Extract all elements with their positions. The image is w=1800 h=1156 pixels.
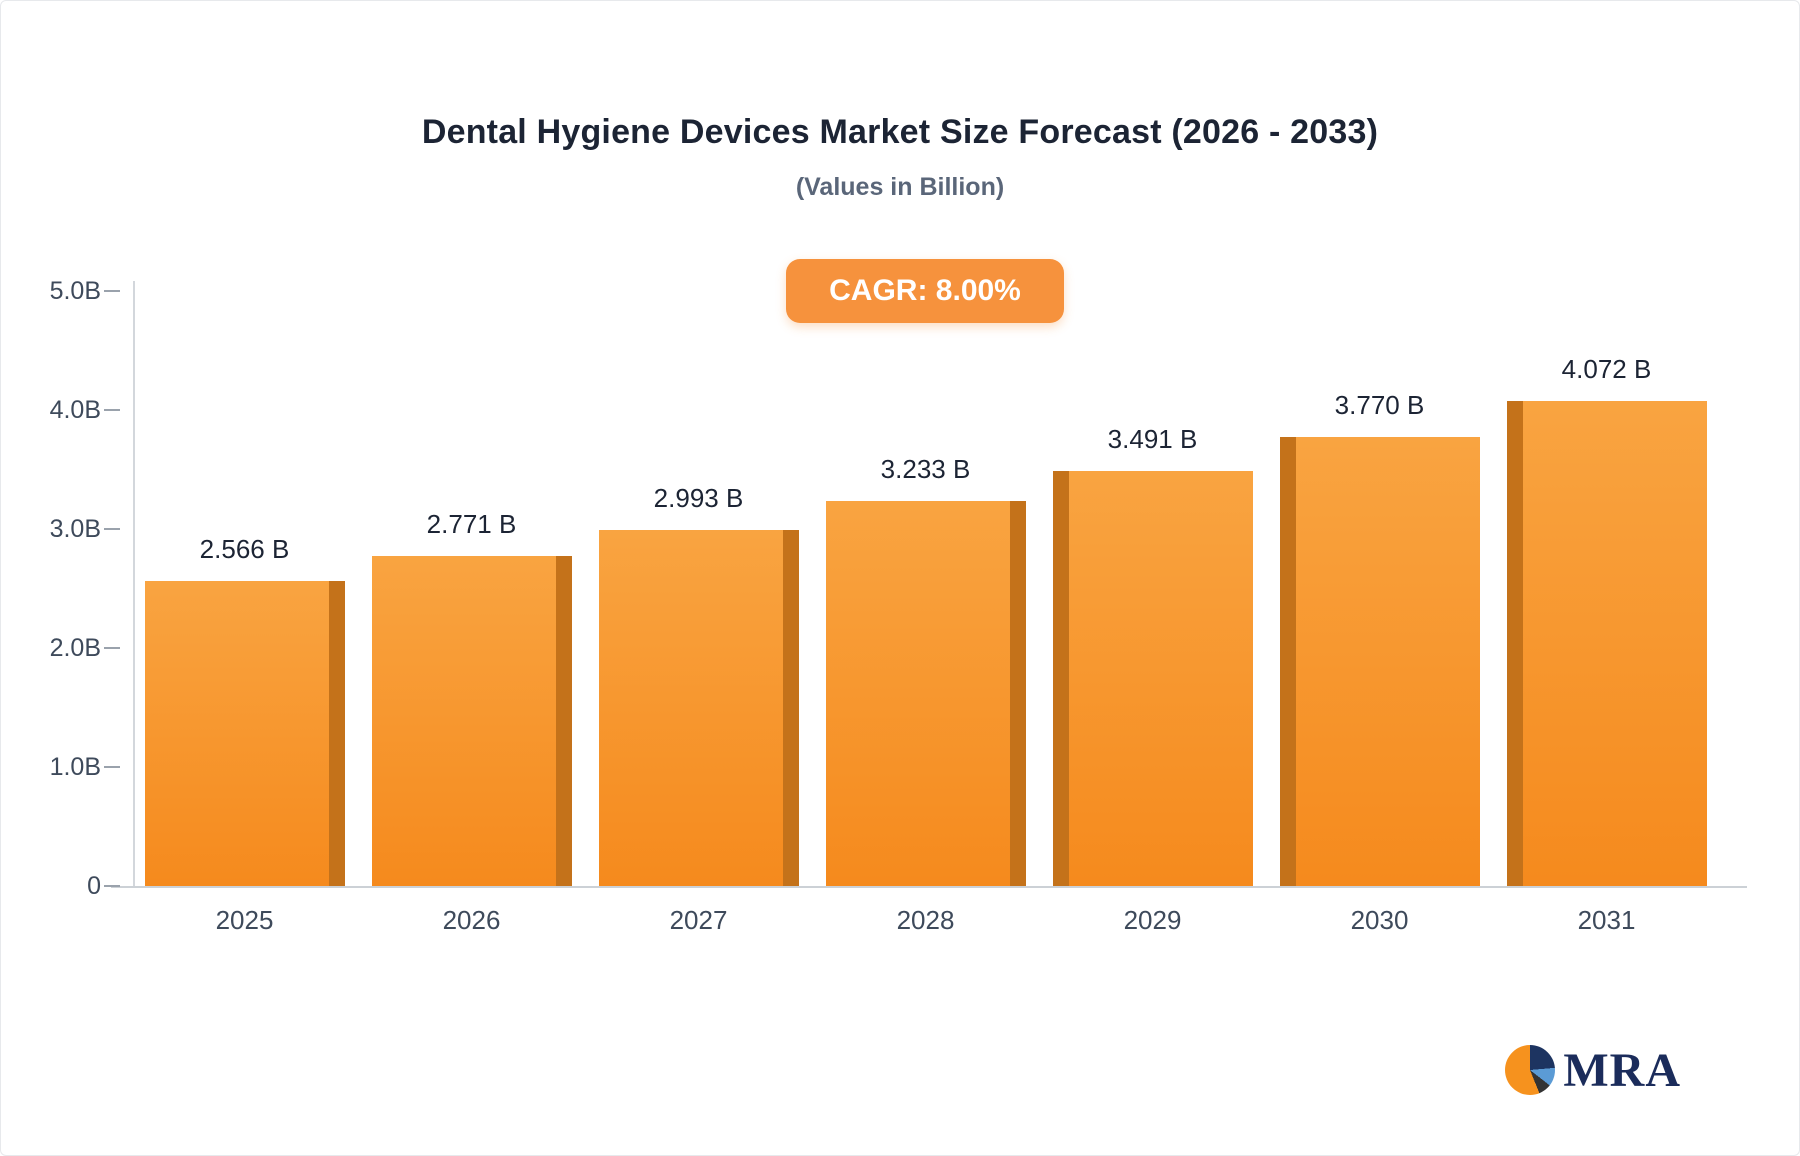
x-axis-label: 2025 bbox=[215, 905, 274, 935]
y-axis-label: 4.0B bbox=[49, 396, 101, 424]
bar-face bbox=[598, 529, 783, 886]
x-axis-label: 2029 bbox=[1123, 905, 1182, 935]
bar-3d-edge bbox=[782, 529, 799, 886]
mra-logo-icon bbox=[1505, 1045, 1556, 1095]
bar-value-label: 4.072 B bbox=[1561, 354, 1652, 385]
x-axis-label: 2031 bbox=[1577, 905, 1636, 935]
bar-face bbox=[144, 580, 329, 886]
bar-value-label: 2.993 B bbox=[653, 482, 744, 513]
x-axis-label: 2026 bbox=[442, 905, 501, 935]
bar-3d-edge bbox=[1009, 501, 1026, 886]
bar-2030 bbox=[1279, 437, 1480, 886]
y-axis-tick bbox=[104, 290, 120, 292]
y-axis-label: 0 bbox=[87, 872, 101, 900]
bar-2028 bbox=[825, 501, 1026, 886]
x-axis-line bbox=[111, 886, 1747, 888]
bar-3d-edge bbox=[1506, 401, 1523, 886]
bar-3d-edge bbox=[555, 556, 572, 886]
bar-value-label: 3.491 B bbox=[1107, 423, 1198, 454]
bar-face bbox=[1295, 437, 1480, 886]
x-axis-label: 2027 bbox=[669, 905, 728, 935]
bar-2026 bbox=[371, 556, 572, 886]
bar-value-label: 3.233 B bbox=[880, 454, 971, 485]
y-axis-label: 1.0B bbox=[49, 753, 101, 781]
brand-logo: MRA bbox=[1505, 1043, 1681, 1097]
bar-3d-edge bbox=[1279, 437, 1296, 886]
y-axis-tick bbox=[104, 528, 120, 530]
y-axis-label: 5.0B bbox=[49, 277, 101, 305]
bar-2027 bbox=[598, 529, 799, 886]
bar-2025 bbox=[144, 580, 345, 886]
x-axis-label: 2030 bbox=[1350, 905, 1409, 935]
y-axis-tick bbox=[104, 409, 120, 411]
bar-value-label: 3.770 B bbox=[1334, 390, 1425, 421]
y-axis-label: 3.0B bbox=[49, 515, 101, 543]
y-axis-label: 2.0B bbox=[49, 634, 101, 662]
bar-value-label: 2.566 B bbox=[199, 533, 290, 564]
bar-face bbox=[825, 501, 1010, 886]
y-axis-tick bbox=[104, 647, 120, 649]
bar-face bbox=[1522, 401, 1707, 886]
y-axis-tick bbox=[104, 885, 120, 887]
bar-face bbox=[371, 556, 556, 886]
mra-logo-text: MRA bbox=[1563, 1043, 1681, 1097]
chart-title: Dental Hygiene Devices Market Size Forec… bbox=[421, 113, 1379, 151]
bar-2029 bbox=[1052, 470, 1253, 886]
bar-3d-edge bbox=[1052, 470, 1069, 886]
bar-2031 bbox=[1506, 401, 1707, 886]
chart-subtitle: (Values in Billion) bbox=[795, 173, 1005, 201]
bar-value-label: 2.771 B bbox=[426, 509, 517, 540]
x-axis-label: 2028 bbox=[896, 905, 955, 935]
bar-3d-edge bbox=[328, 580, 345, 886]
bar-face bbox=[1068, 470, 1253, 886]
y-axis-tick bbox=[104, 766, 120, 768]
y-axis-line bbox=[133, 281, 135, 888]
cagr-badge: CAGR: 8.00% bbox=[786, 259, 1064, 323]
